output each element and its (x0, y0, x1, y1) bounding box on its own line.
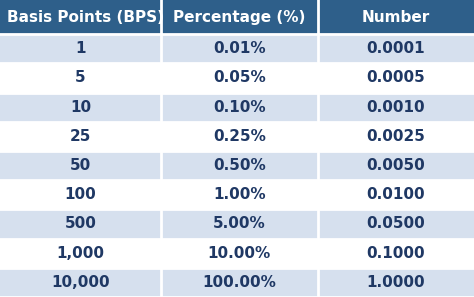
Text: 0.0050: 0.0050 (366, 158, 425, 173)
Bar (0, 63, 161, 93)
Text: 0.0500: 0.0500 (366, 217, 425, 231)
Bar (161, 238, 318, 268)
Bar (318, 34, 474, 63)
Text: 1.00%: 1.00% (213, 187, 266, 202)
Text: 0.05%: 0.05% (213, 70, 266, 86)
Text: 1.0000: 1.0000 (366, 275, 425, 290)
Text: 10,000: 10,000 (51, 275, 110, 290)
Text: 50: 50 (70, 158, 91, 173)
Bar (161, 268, 318, 297)
Bar (318, 209, 474, 238)
Bar (318, 151, 474, 180)
Text: 1,000: 1,000 (56, 246, 105, 261)
Text: 0.0005: 0.0005 (366, 70, 425, 86)
Bar (318, 122, 474, 151)
Text: 0.0100: 0.0100 (366, 187, 425, 202)
Bar (318, 268, 474, 297)
Bar (161, 93, 318, 122)
Bar (0, 122, 161, 151)
Text: 25: 25 (70, 129, 91, 144)
Text: 5: 5 (75, 70, 86, 86)
Bar (161, 34, 318, 63)
Bar (318, 238, 474, 268)
Text: 0.25%: 0.25% (213, 129, 266, 144)
Bar (0, 151, 161, 180)
Text: Number: Number (362, 10, 430, 25)
Bar (0, 209, 161, 238)
Text: 10: 10 (70, 100, 91, 115)
Text: 0.01%: 0.01% (213, 41, 266, 56)
Bar (161, 151, 318, 180)
Bar (318, 180, 474, 209)
Bar (318, 0, 474, 34)
Text: 0.1000: 0.1000 (366, 246, 425, 261)
Bar (161, 0, 318, 34)
Bar (318, 63, 474, 93)
Text: 100.00%: 100.00% (202, 275, 276, 290)
Bar (0, 93, 161, 122)
Text: 10.00%: 10.00% (208, 246, 271, 261)
Text: Basis Points (BPS): Basis Points (BPS) (7, 10, 164, 25)
Text: 0.0001: 0.0001 (366, 41, 425, 56)
Text: 100: 100 (65, 187, 96, 202)
Text: 0.0025: 0.0025 (366, 129, 425, 144)
Bar (161, 63, 318, 93)
Text: Percentage (%): Percentage (%) (173, 10, 306, 25)
Text: 1: 1 (75, 41, 86, 56)
Text: 0.50%: 0.50% (213, 158, 266, 173)
Text: 500: 500 (64, 217, 97, 231)
Text: 0.0010: 0.0010 (366, 100, 425, 115)
Text: 5.00%: 5.00% (213, 217, 266, 231)
Bar (161, 180, 318, 209)
Bar (161, 209, 318, 238)
Text: 0.10%: 0.10% (213, 100, 266, 115)
Bar (161, 122, 318, 151)
Bar (0, 0, 161, 34)
Bar (0, 268, 161, 297)
Bar (318, 93, 474, 122)
Bar (0, 34, 161, 63)
Bar (0, 180, 161, 209)
Bar (0, 238, 161, 268)
